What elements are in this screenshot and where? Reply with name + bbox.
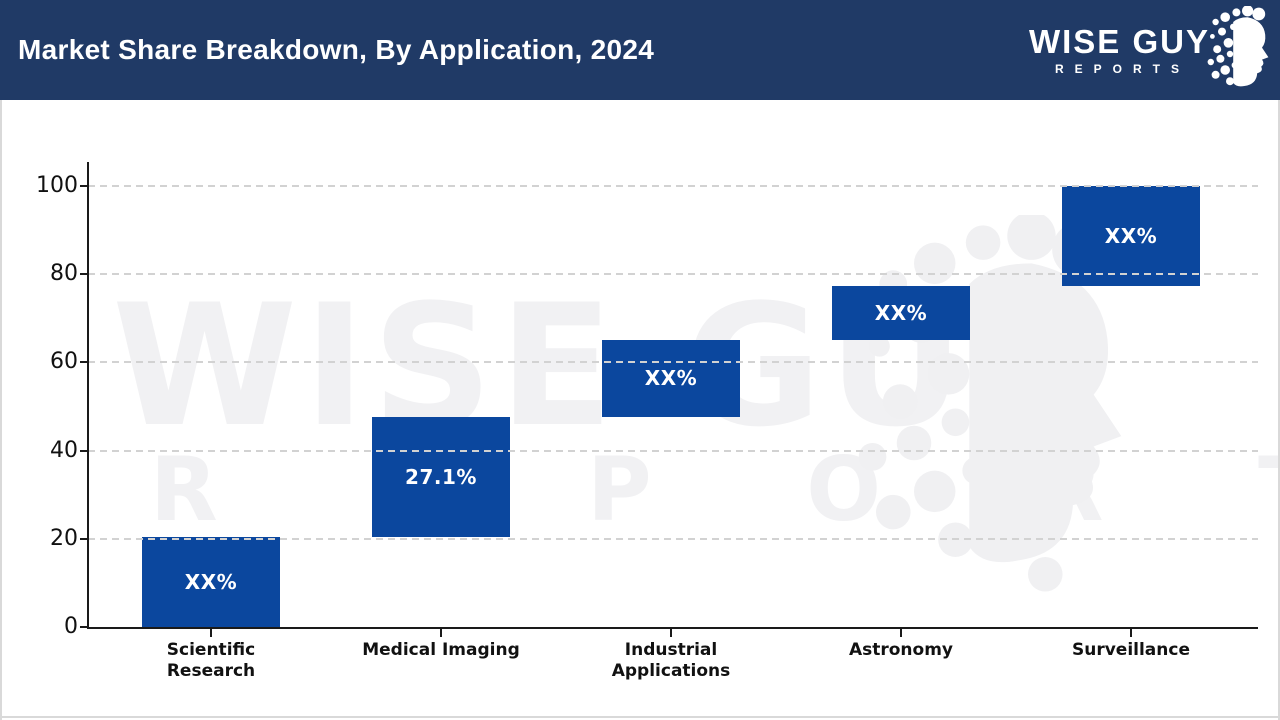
bar-value-label: XX% bbox=[184, 569, 238, 594]
y-gridline-20 bbox=[88, 537, 1258, 540]
bar-value-label: XX% bbox=[874, 300, 928, 325]
bar-medical-imaging: 27.1% bbox=[372, 417, 510, 537]
x-tick-label-0: Scientific Research bbox=[166, 640, 256, 681]
y-tick-20 bbox=[80, 537, 88, 540]
x-tick-3 bbox=[900, 629, 902, 637]
bar-astronomy: XX% bbox=[832, 286, 970, 340]
bar-surveillance: XX% bbox=[1062, 186, 1200, 287]
x-tick-label-2: Industrial Applications bbox=[611, 640, 731, 681]
frame-border-left bbox=[0, 100, 2, 720]
y-tick-label-0: 0 bbox=[64, 614, 78, 639]
bar-industrial-applications: XX% bbox=[602, 339, 740, 418]
y-gridline-100 bbox=[88, 185, 1258, 187]
brand-name: WISE GUY bbox=[1028, 22, 1210, 60]
brand-subname: REPORTS bbox=[1054, 61, 1190, 76]
y-tick-80 bbox=[80, 273, 88, 276]
bar-scientific-research: XX% bbox=[142, 536, 280, 627]
x-tick-1 bbox=[440, 629, 442, 637]
x-tick-label-4: Surveillance bbox=[1071, 640, 1190, 660]
x-tick-0 bbox=[210, 629, 212, 637]
brand-logo-text: WISE GUY REPORTS bbox=[1028, 22, 1210, 76]
y-axis-spine bbox=[87, 162, 89, 629]
watermark-face-icon bbox=[858, 215, 1122, 592]
brand-logo: WISE GUY REPORTS bbox=[1029, 0, 1270, 100]
y-tick-label-40: 40 bbox=[50, 437, 78, 463]
y-tick-label-80: 80 bbox=[50, 261, 78, 287]
brand-face-icon bbox=[1207, 6, 1269, 87]
bar-value-label: 27.1% bbox=[405, 464, 477, 489]
y-tick-100 bbox=[80, 185, 88, 187]
x-tick-label-1: Medical Imaging bbox=[362, 640, 520, 660]
x-tick-label-3: Astronomy bbox=[848, 640, 954, 660]
y-tick-label-60: 60 bbox=[50, 349, 78, 375]
x-tick-2 bbox=[670, 629, 672, 637]
y-tick-0 bbox=[80, 626, 88, 628]
y-tick-label-20: 20 bbox=[50, 525, 78, 551]
bar-value-label: XX% bbox=[1104, 224, 1158, 249]
y-tick-60 bbox=[80, 361, 88, 364]
bar-value-label: XX% bbox=[644, 366, 698, 391]
page-title: Market Share Breakdown, By Application, … bbox=[18, 34, 655, 65]
frame-border-bottom bbox=[0, 716, 1280, 718]
frame-border-right bbox=[1278, 100, 1280, 720]
y-tick-40 bbox=[80, 449, 88, 452]
x-axis-spine bbox=[87, 627, 1258, 629]
y-tick-label-100: 100 bbox=[36, 173, 78, 198]
header-banner: Market Share Breakdown, By Application, … bbox=[0, 0, 1280, 100]
x-tick-4 bbox=[1130, 629, 1132, 637]
y-gridline-80 bbox=[88, 273, 1258, 276]
y-gridline-40 bbox=[88, 449, 1258, 452]
y-gridline-60 bbox=[88, 361, 1258, 364]
